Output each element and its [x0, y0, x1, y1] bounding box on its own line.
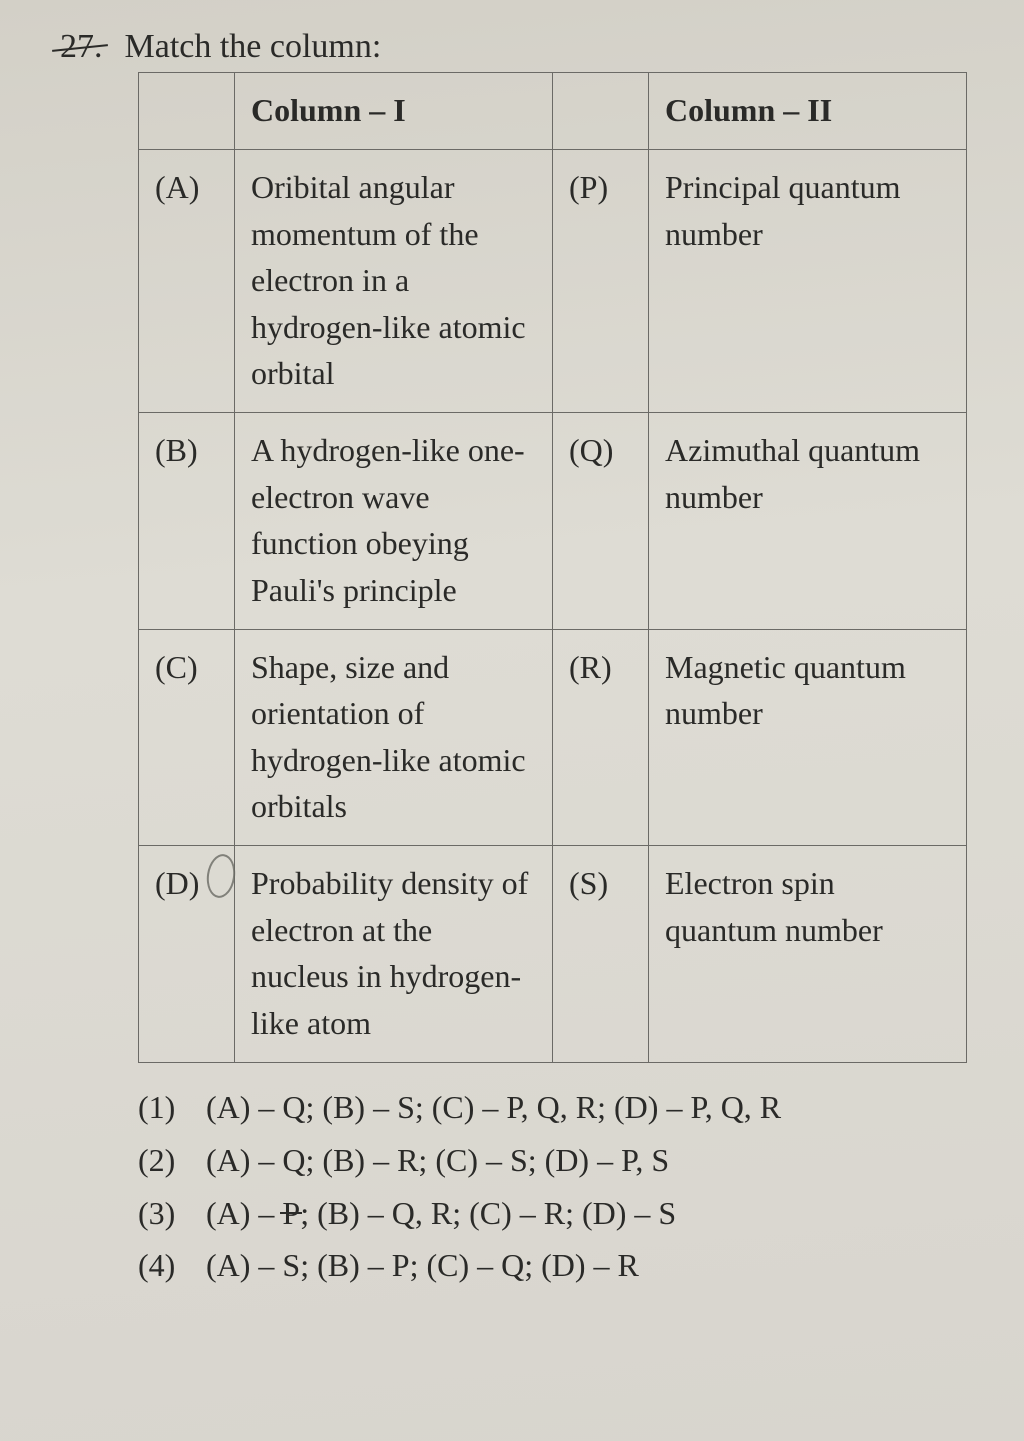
option-1-text: (A) – Q; (B) – S; (C) – P, Q, R; (D) – P…: [206, 1081, 781, 1134]
row-c-right-text: Magnetic quantum number: [649, 629, 967, 846]
row-a-left-label: (A): [139, 150, 235, 413]
option-2-num: (2): [138, 1134, 192, 1187]
pencil-circle-icon: [204, 853, 238, 900]
option-2: (2) (A) – Q; (B) – R; (C) – S; (D) – P, …: [138, 1134, 974, 1187]
row-a-right-text: Principal quantum number: [649, 150, 967, 413]
row-c-left-label: (C): [139, 629, 235, 846]
row-b-right-text: Azimuthal quantum number: [649, 413, 967, 630]
row-b-left-text: A hydrogen-like one-electron wave functi…: [235, 413, 553, 630]
table-header-row: Column – I Column – II: [139, 73, 967, 150]
header-col2: Column – II: [649, 73, 967, 150]
header-blank-1: [139, 73, 235, 150]
option-3-num: (3): [138, 1187, 192, 1240]
row-a-left-text: Oribital angular momentum of the electro…: [235, 150, 553, 413]
option-2-text: (A) – Q; (B) – R; (C) – S; (D) – P, S: [206, 1134, 669, 1187]
option-1-num: (1): [138, 1081, 192, 1134]
row-d-right-label: (S): [553, 846, 649, 1063]
option-4: (4) (A) – S; (B) – P; (C) – Q; (D) – R: [138, 1239, 974, 1292]
table-row: (C) Shape, size and orientation of hydro…: [139, 629, 967, 846]
option-3: (3) (A) – P; (B) – Q, R; (C) – R; (D) – …: [138, 1187, 974, 1240]
option-3-struck: P: [282, 1187, 300, 1240]
question-row: 27. Match the column:: [60, 28, 974, 66]
question-number: 27.: [60, 28, 103, 66]
table-row: (D) Probability density of electron at t…: [139, 846, 967, 1063]
row-d-left-text: Probability density of electron at the n…: [235, 846, 553, 1063]
option-1: (1) (A) – Q; (B) – S; (C) – P, Q, R; (D)…: [138, 1081, 974, 1134]
table-row: (A) Oribital angular momentum of the ele…: [139, 150, 967, 413]
header-col1: Column – I: [235, 73, 553, 150]
option-3-post: ; (B) – Q, R; (C) – R; (D) – S: [300, 1195, 676, 1231]
question-title: Match the column:: [125, 28, 382, 66]
header-blank-2: [553, 73, 649, 150]
table-row: (B) A hydrogen-like one-electron wave fu…: [139, 413, 967, 630]
row-b-left-label: (B): [139, 413, 235, 630]
option-3-pre: (A) –: [206, 1195, 282, 1231]
row-c-left-text: Shape, size and orientation of hydrogen-…: [235, 629, 553, 846]
row-d-left-label: (D): [139, 846, 235, 1063]
row-b-right-label: (Q): [553, 413, 649, 630]
row-a-right-label: (P): [553, 150, 649, 413]
row-d-right-text: Electron spin quantum number: [649, 846, 967, 1063]
option-4-num: (4): [138, 1239, 192, 1292]
row-c-right-label: (R): [553, 629, 649, 846]
match-table: Column – I Column – II (A) Oribital angu…: [138, 72, 967, 1063]
option-3-text: (A) – P; (B) – Q, R; (C) – R; (D) – S: [206, 1187, 676, 1240]
row-d-left-label-text: (D): [155, 865, 199, 901]
option-4-text: (A) – S; (B) – P; (C) – Q; (D) – R: [206, 1239, 639, 1292]
answer-options: (1) (A) – Q; (B) – S; (C) – P, Q, R; (D)…: [138, 1081, 974, 1292]
page: 27. Match the column: Column – I Column …: [0, 0, 1024, 1441]
